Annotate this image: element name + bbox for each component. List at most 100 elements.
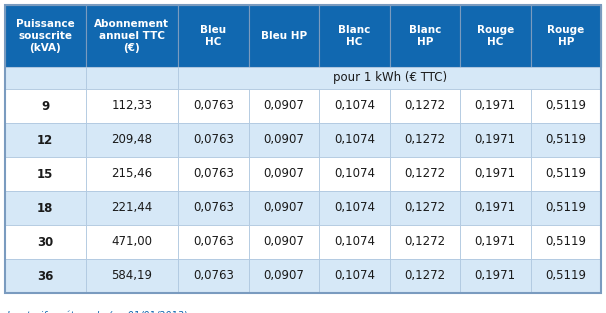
Bar	[248, 123, 319, 157]
Text: 221,44: 221,44	[112, 202, 153, 214]
Text: 0,1272: 0,1272	[404, 167, 445, 181]
Bar	[85, 67, 178, 89]
Text: 0,1971: 0,1971	[474, 134, 516, 146]
Bar	[248, 191, 319, 225]
Text: 18: 18	[37, 202, 53, 214]
Bar	[5, 89, 85, 123]
Bar	[319, 191, 390, 225]
Text: 0,1074: 0,1074	[334, 202, 375, 214]
Bar	[530, 89, 601, 123]
Text: 0,1971: 0,1971	[474, 167, 516, 181]
Bar	[460, 89, 530, 123]
Bar	[5, 123, 85, 157]
Bar	[248, 5, 319, 67]
Text: 0,0763: 0,0763	[193, 100, 234, 112]
Bar	[5, 259, 85, 293]
Text: 0,5119: 0,5119	[545, 269, 586, 283]
Text: 0,1971: 0,1971	[474, 235, 516, 249]
Text: 0,0907: 0,0907	[264, 235, 304, 249]
Bar	[85, 5, 178, 67]
Bar	[530, 123, 601, 157]
Bar	[5, 225, 85, 259]
Text: 30: 30	[37, 235, 53, 249]
Text: 215,46: 215,46	[112, 167, 153, 181]
Text: 0,1971: 0,1971	[474, 100, 516, 112]
Bar	[530, 157, 601, 191]
Bar	[5, 191, 85, 225]
Text: 0,1971: 0,1971	[474, 269, 516, 283]
Bar	[460, 123, 530, 157]
Text: 0,0907: 0,0907	[264, 134, 304, 146]
Bar	[319, 5, 390, 67]
Text: Blanc
HC: Blanc HC	[338, 25, 370, 47]
Bar	[390, 157, 460, 191]
Text: 0,5119: 0,5119	[545, 235, 586, 249]
Text: 0,0763: 0,0763	[193, 134, 234, 146]
Bar	[178, 259, 248, 293]
Text: Bleu
HC: Bleu HC	[201, 25, 227, 47]
Text: Rouge
HP: Rouge HP	[547, 25, 584, 47]
Text: 0,1272: 0,1272	[404, 100, 445, 112]
Text: Blanc
HP: Blanc HP	[408, 25, 441, 47]
Bar	[460, 225, 530, 259]
Bar	[248, 259, 319, 293]
Bar	[530, 259, 601, 293]
Text: 0,1074: 0,1074	[334, 235, 375, 249]
Bar	[178, 89, 248, 123]
Text: 0,1074: 0,1074	[334, 269, 375, 283]
Bar	[178, 191, 248, 225]
Bar	[460, 157, 530, 191]
Text: 0,1074: 0,1074	[334, 134, 375, 146]
Text: 0,1272: 0,1272	[404, 202, 445, 214]
Text: 0,1272: 0,1272	[404, 235, 445, 249]
Bar	[390, 89, 460, 123]
Text: 0,0763: 0,0763	[193, 202, 234, 214]
Bar	[248, 89, 319, 123]
Text: 0,1971: 0,1971	[474, 202, 516, 214]
Bar	[460, 191, 530, 225]
Bar	[5, 67, 85, 89]
Bar	[5, 157, 85, 191]
Bar	[85, 157, 178, 191]
Bar	[248, 225, 319, 259]
Text: 0,0907: 0,0907	[264, 100, 304, 112]
Bar	[390, 5, 460, 67]
Bar	[460, 259, 530, 293]
Bar	[248, 157, 319, 191]
Text: 0,0763: 0,0763	[193, 167, 234, 181]
Bar	[85, 191, 178, 225]
Text: 15: 15	[37, 167, 53, 181]
Bar	[319, 123, 390, 157]
Bar	[460, 5, 530, 67]
Bar	[319, 157, 390, 191]
Text: Puissance
souscrite
(kVA): Puissance souscrite (kVA)	[16, 19, 75, 53]
Bar	[390, 123, 460, 157]
Bar	[85, 259, 178, 293]
Text: 0,0907: 0,0907	[264, 269, 304, 283]
Bar	[85, 225, 178, 259]
Text: 9: 9	[41, 100, 50, 112]
Bar	[178, 5, 248, 67]
Bar	[85, 123, 178, 157]
Bar	[319, 89, 390, 123]
Text: 0,5119: 0,5119	[545, 202, 586, 214]
Text: 0,5119: 0,5119	[545, 134, 586, 146]
Text: 0,0907: 0,0907	[264, 202, 304, 214]
Text: 0,1074: 0,1074	[334, 167, 375, 181]
Bar	[5, 5, 85, 67]
Bar	[85, 89, 178, 123]
Bar	[178, 67, 601, 89]
Bar	[319, 259, 390, 293]
Text: 12: 12	[37, 134, 53, 146]
Text: pour 1 kWh (€ TTC): pour 1 kWh (€ TTC)	[333, 71, 447, 85]
Bar	[530, 191, 601, 225]
Text: 0,1272: 0,1272	[404, 269, 445, 283]
Bar	[390, 191, 460, 225]
Text: Bleu HP: Bleu HP	[261, 31, 307, 41]
Text: 0,5119: 0,5119	[545, 167, 586, 181]
Text: 584,19: 584,19	[112, 269, 152, 283]
Bar	[530, 5, 601, 67]
Bar	[178, 157, 248, 191]
Bar	[319, 225, 390, 259]
Bar	[390, 225, 460, 259]
